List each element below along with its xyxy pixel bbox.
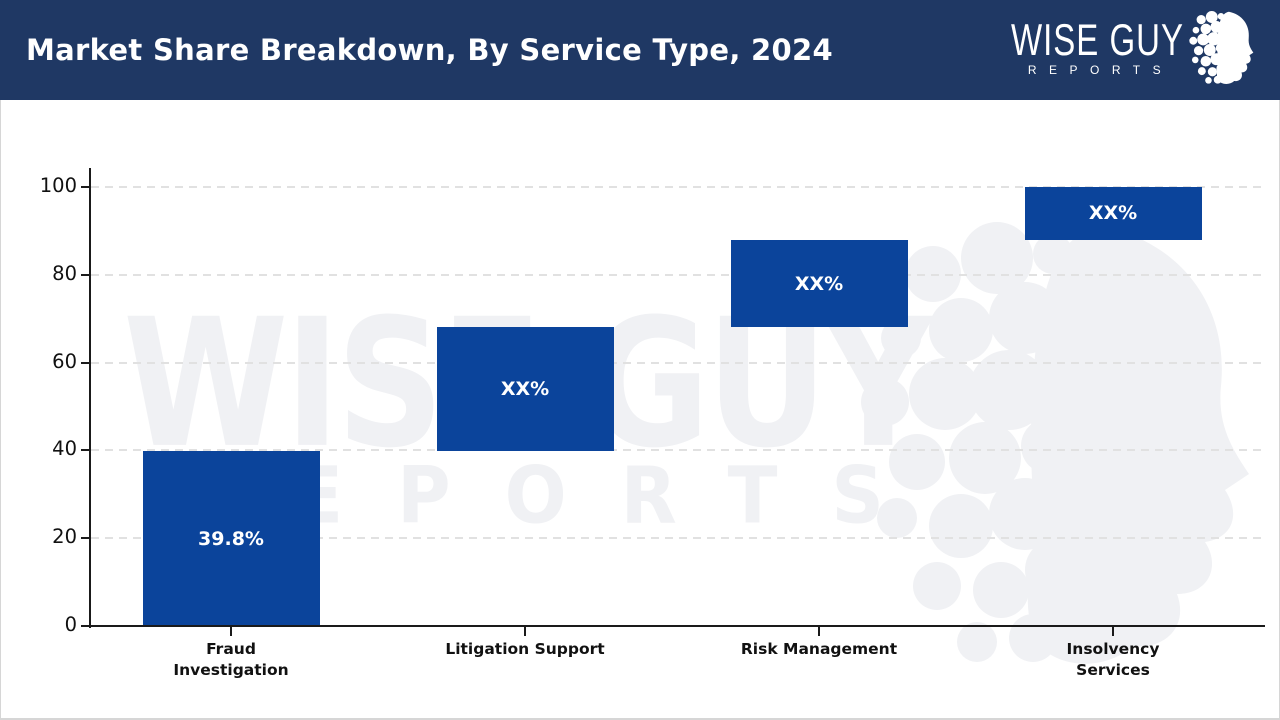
- bar: 39.8%: [142, 451, 320, 626]
- y-tick: [81, 537, 90, 540]
- y-tick-label: 60: [52, 349, 77, 373]
- bar: XX%: [436, 327, 614, 452]
- bar: XX%: [1024, 187, 1202, 240]
- x-tick: [818, 627, 820, 636]
- bar-label: 39.8%: [198, 527, 264, 550]
- y-tick: [81, 625, 90, 627]
- logo-face-icon: [1188, 10, 1254, 90]
- logo-text: WISE GUY REPORTS: [1011, 17, 1184, 77]
- plot-area: 0 20 40 60 80 100 Fraud Investigation Litigatio…: [1, 100, 1279, 718]
- x-tick: [230, 627, 232, 636]
- y-tick: [81, 186, 90, 188]
- y-tick: [81, 449, 90, 452]
- x-tick-label: Insolvency Services: [1066, 640, 1160, 679]
- bar-label: XX%: [1088, 202, 1138, 225]
- y-tick-label: 40: [52, 437, 77, 461]
- y-tick-label: 20: [52, 525, 77, 549]
- x-axis-line: [89, 625, 1265, 627]
- gridline: [91, 361, 1263, 364]
- logo-subtext: REPORTS: [1027, 63, 1174, 77]
- y-tick-label: 0: [64, 613, 77, 636]
- gridline: [91, 537, 1263, 540]
- bar-label: XX%: [794, 272, 844, 295]
- chart-canvas: WISE GUY REPORTS 0 20 40 60 80 100 Fraud Inves…: [0, 100, 1280, 720]
- bar: XX%: [730, 239, 908, 328]
- y-tick-label: 100: [39, 174, 77, 197]
- chart-title: Market Share Breakdown, By Service Type,…: [26, 33, 833, 67]
- logo-wordmark: WISE GUY: [1010, 14, 1184, 65]
- wiseguy-logo: WISE GUY REPORTS: [1011, 10, 1254, 90]
- x-tick-label: Litigation Support: [445, 640, 605, 658]
- y-tick: [81, 361, 90, 364]
- y-axis-line: [89, 168, 91, 628]
- gridline: [91, 449, 1263, 452]
- x-tick-label: Fraud Investigation: [173, 640, 289, 679]
- x-tick: [524, 627, 526, 636]
- bar-label: XX%: [500, 378, 550, 401]
- header-bar: Market Share Breakdown, By Service Type,…: [0, 0, 1280, 100]
- y-tick: [81, 273, 90, 276]
- x-tick: [1112, 627, 1114, 636]
- y-tick-label: 80: [52, 261, 77, 285]
- gridline: [91, 186, 1263, 188]
- x-tick-label: Risk Management: [740, 640, 898, 658]
- gridline: [91, 273, 1263, 276]
